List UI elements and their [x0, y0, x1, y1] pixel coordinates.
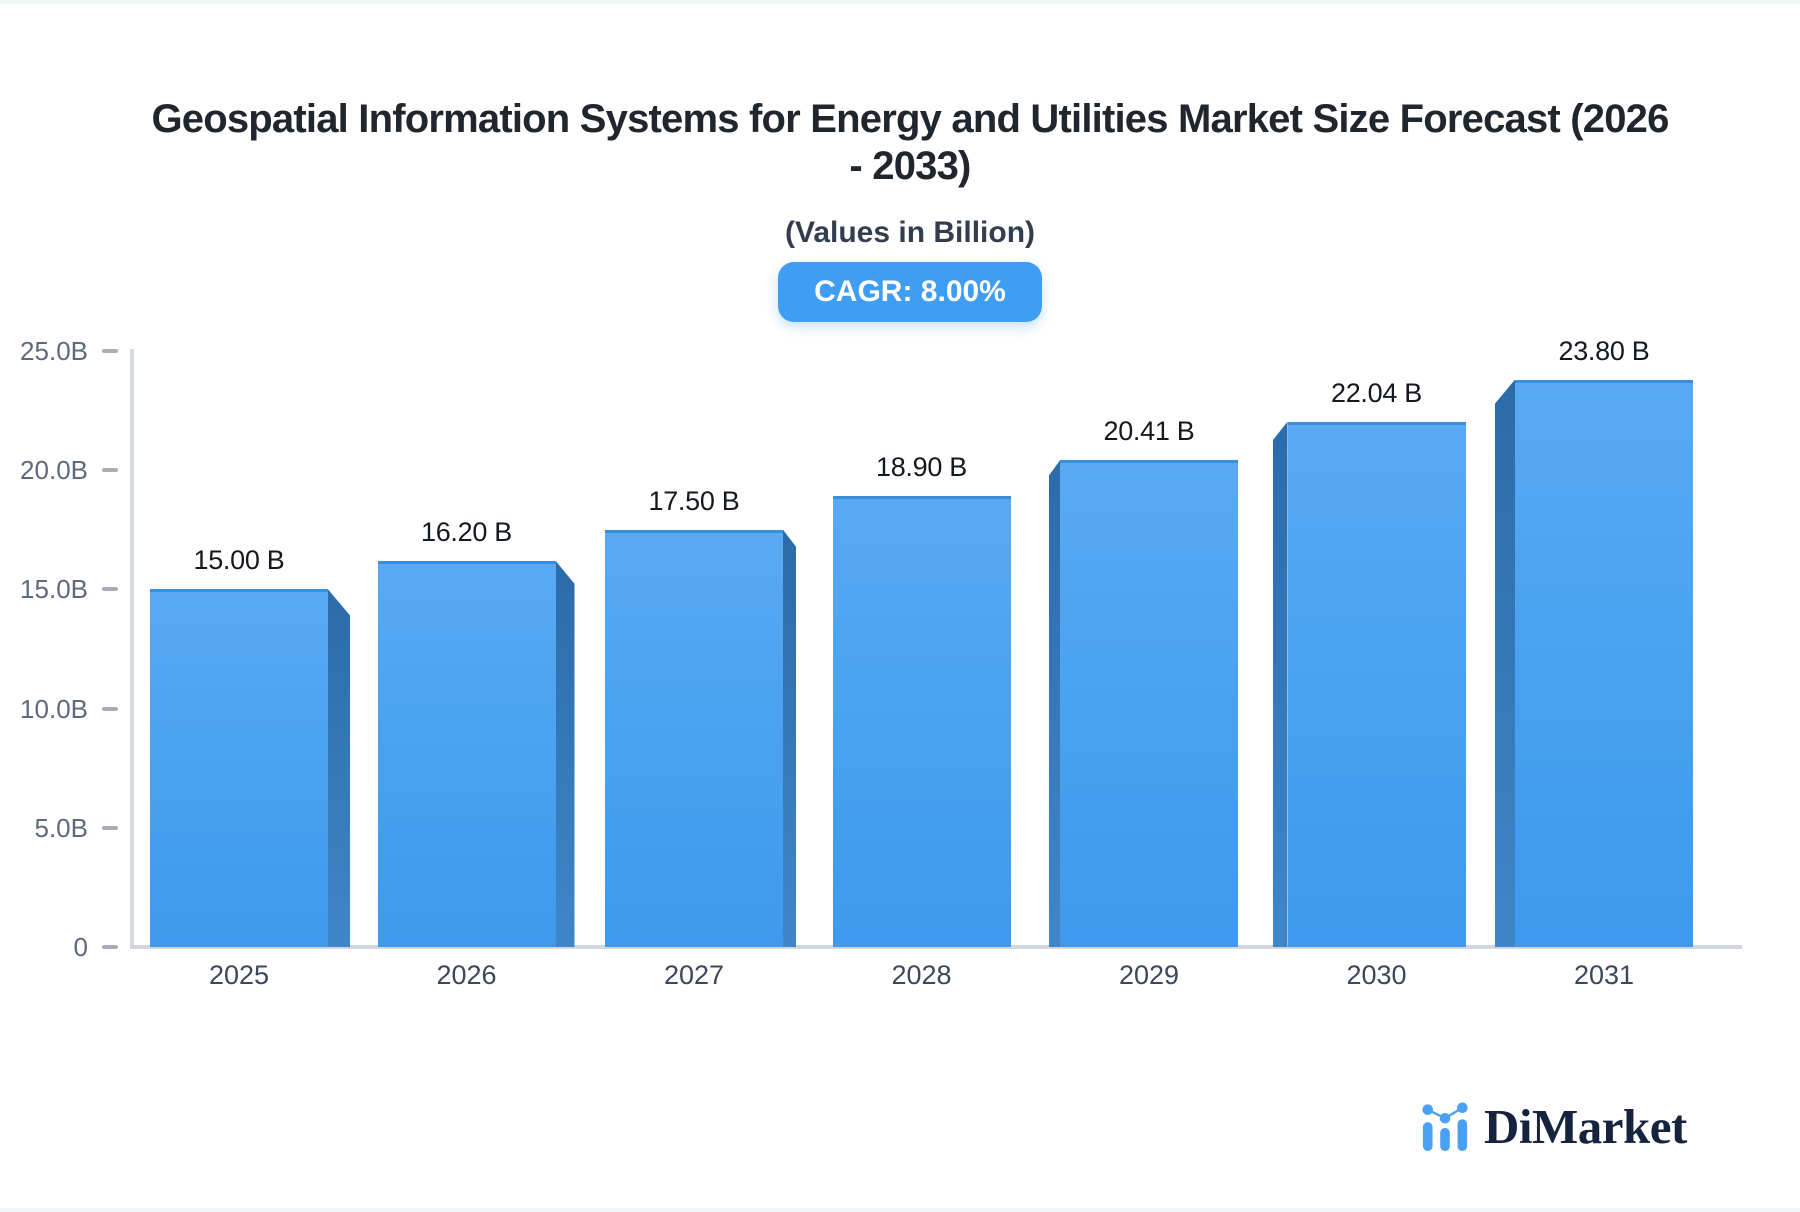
bar-value-label: 16.20 B: [421, 516, 512, 547]
y-axis-tick-label: 5.0B: [34, 812, 89, 843]
cagr-badge: CAGR: 8.00%: [778, 262, 1042, 322]
y-axis-tick-mark: [102, 468, 118, 473]
y-axis-line: [130, 349, 134, 949]
y-axis-tick-label: 10.0B: [20, 693, 88, 724]
x-axis-label-2031: 2031: [1573, 960, 1635, 990]
y-axis-tick-label: 0: [73, 932, 88, 962]
y-axis-tick-mark: [102, 945, 118, 949]
y-axis-tick-label: 25.0B: [20, 336, 88, 366]
bar-2031[interactable]: [1515, 379, 1693, 947]
bar-2027[interactable]: [605, 529, 783, 947]
x-axis-line: [130, 945, 1742, 949]
y-axis-tick-mark: [102, 825, 118, 830]
chart-title-line2: - 2033): [849, 144, 971, 188]
y-axis-tick-mark: [102, 587, 118, 592]
x-axis-label-2027: 2027: [663, 960, 725, 990]
y-axis-tick-label: 20.0B: [20, 455, 88, 486]
x-axis-label-2028: 2028: [891, 960, 952, 990]
bar-3d-side-2025: [328, 589, 350, 947]
chart-subtitle: (Values in Billion): [784, 216, 1036, 249]
bar-value-label: 18.90 B: [876, 452, 967, 483]
y-axis-tick-label: 15.0B: [20, 574, 88, 605]
bar-3d-side-2029: [1049, 460, 1060, 947]
x-axis-label-2026: 2026: [436, 960, 497, 990]
dimarket-logo: DiMarket: [1421, 1100, 1687, 1152]
bar-3d-side-2031: [1495, 379, 1515, 947]
x-axis-label-2029: 2029: [1118, 960, 1180, 990]
y-axis-tick-mark: [102, 706, 118, 711]
bar-2029[interactable]: [1060, 460, 1238, 947]
bar-2030[interactable]: [1287, 421, 1466, 947]
bar-2028[interactable]: [832, 496, 1011, 947]
x-axis-label-2025: 2025: [208, 960, 270, 990]
bar-value-label: 23.80 B: [1558, 335, 1650, 366]
bar-value-label: 20.41 B: [1103, 416, 1195, 447]
bar-3d-side-2030: [1272, 421, 1288, 947]
bar-3d-side-2027: [783, 529, 796, 947]
chart-card: Geospatial Information Systems for Energ…: [0, 4, 1800, 1208]
bar-value-label: 17.50 B: [648, 485, 740, 516]
bar-3d-side-2026: [555, 560, 575, 947]
chart-header: Geospatial Information Systems for Energ…: [10, 96, 1800, 322]
bar-2026[interactable]: [377, 560, 556, 947]
bar-line-chart-icon: [1422, 1102, 1468, 1151]
x-axis-label-2030: 2030: [1346, 960, 1407, 990]
bar-2025[interactable]: [150, 589, 328, 947]
bar-chart-plot-area: 0 5.0B 10.0B 15.0B 20.0B 25.0B 15.00 B 2025 16.2…: [0, 4, 1800, 1208]
bar-value-label: 22.04 B: [1331, 377, 1422, 408]
bar-value-label: 15.00 B: [193, 545, 285, 576]
y-axis-tick-mark: [102, 349, 118, 353]
chart-title-line1: Geospatial Information Systems for Energ…: [151, 97, 1669, 141]
chart-title: Geospatial Information Systems for Energ…: [10, 96, 1800, 190]
logo-text: DiMarket: [1484, 1099, 1687, 1154]
